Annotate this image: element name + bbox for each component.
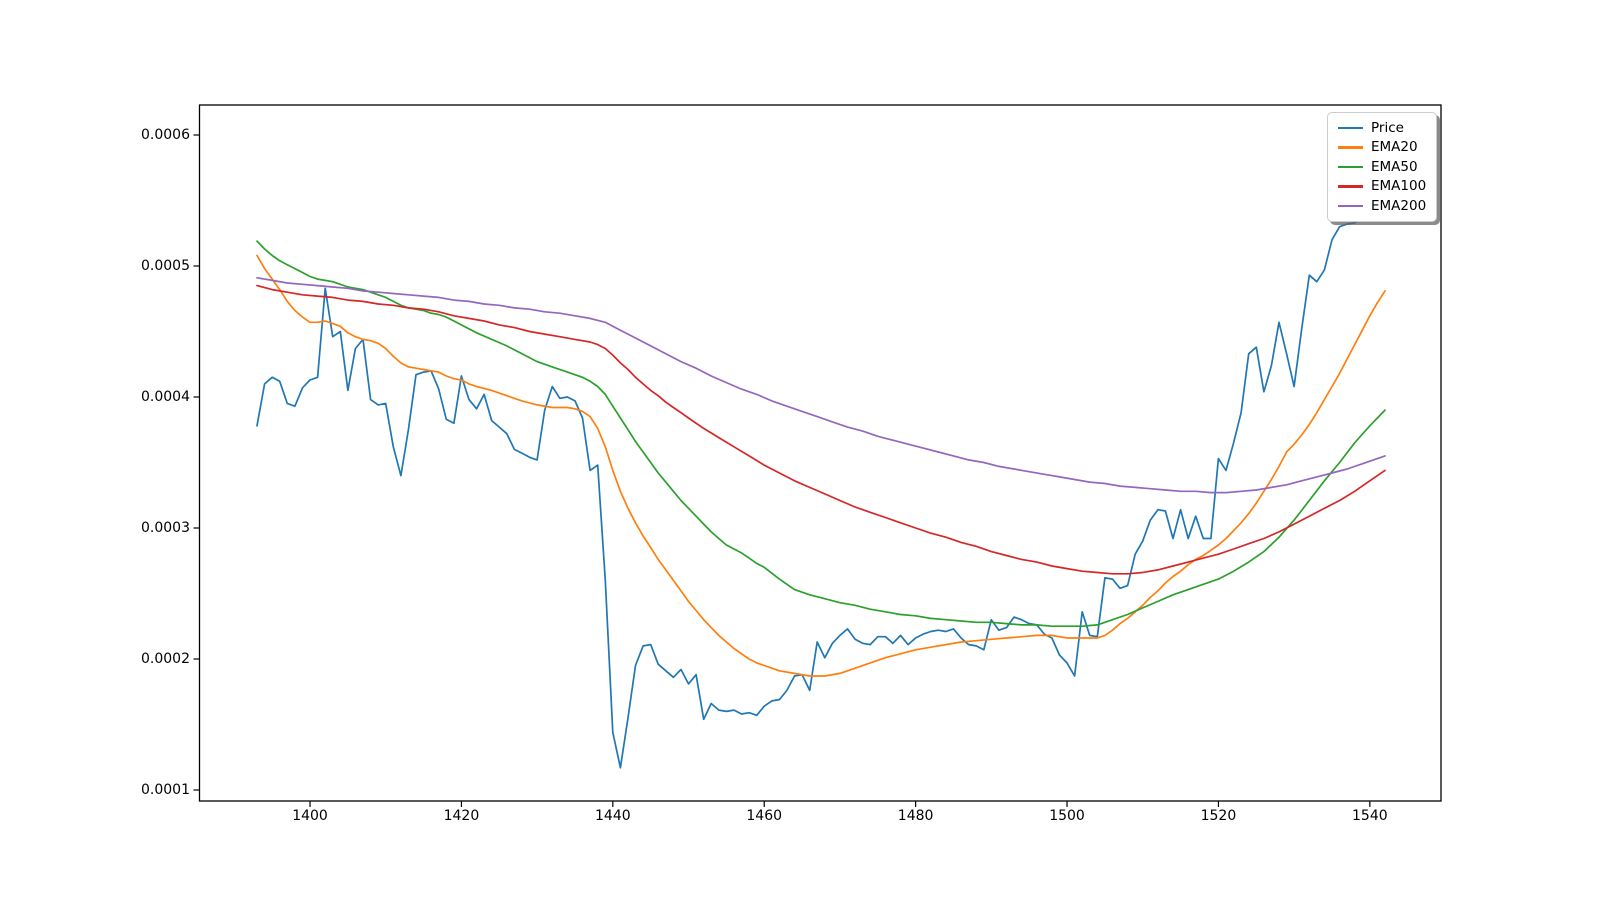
series-line-ema50 bbox=[256, 240, 1386, 628]
legend-label-ema200: EMA200 bbox=[1371, 197, 1427, 214]
legend-entry-ema50: EMA50 bbox=[1338, 159, 1428, 175]
legend-entry-ema20: EMA20 bbox=[1338, 139, 1428, 155]
y-tick-label: 0.0003 bbox=[141, 519, 190, 536]
legend-label-price: Price bbox=[1371, 120, 1404, 136]
x-tick-label: 1440 bbox=[595, 808, 631, 824]
y-tick-label: 0.0001 bbox=[141, 781, 190, 798]
legend-line-swatch-ema50 bbox=[1338, 165, 1363, 169]
x-tick-label: 1420 bbox=[443, 808, 480, 824]
y-tick-label: 0.0006 bbox=[141, 126, 190, 143]
series-line-ema100 bbox=[256, 284, 1386, 575]
legend-label-ema20: EMA20 bbox=[1371, 139, 1418, 156]
x-tick-label: 1460 bbox=[746, 808, 783, 824]
x-tick-label: 1540 bbox=[1352, 808, 1388, 824]
legend-entry-ema200: EMA200 bbox=[1338, 198, 1428, 214]
y-tick-label: 0.0004 bbox=[141, 388, 190, 405]
plot-border bbox=[198, 104, 1442, 802]
x-tick-label: 1400 bbox=[292, 808, 328, 824]
legend-entry-price: Price bbox=[1338, 120, 1428, 136]
x-tick-label: 1500 bbox=[1049, 808, 1085, 824]
x-tick-label: 1480 bbox=[897, 808, 934, 824]
x-tick-label: 1520 bbox=[1200, 808, 1237, 824]
legend-line-swatch-price bbox=[1338, 126, 1363, 130]
y-tick-label: 0.0005 bbox=[141, 257, 190, 274]
legend-line-swatch-ema20 bbox=[1338, 146, 1363, 149]
legend-box: Price EMA20 EMA50 EMA100 EMA200 bbox=[1327, 112, 1437, 222]
legend-entry-ema100: EMA100 bbox=[1338, 178, 1428, 194]
series-line-price bbox=[256, 140, 1386, 769]
legend-line-swatch-ema200 bbox=[1338, 204, 1363, 208]
series-line-ema20 bbox=[256, 254, 1386, 677]
legend-label-ema100: EMA100 bbox=[1371, 178, 1427, 195]
legend-line-swatch-ema100 bbox=[1338, 185, 1363, 188]
y-tick-label: 0.0002 bbox=[141, 650, 190, 667]
series-line-ema200 bbox=[256, 276, 1386, 494]
legend-label-ema50: EMA50 bbox=[1371, 158, 1418, 175]
